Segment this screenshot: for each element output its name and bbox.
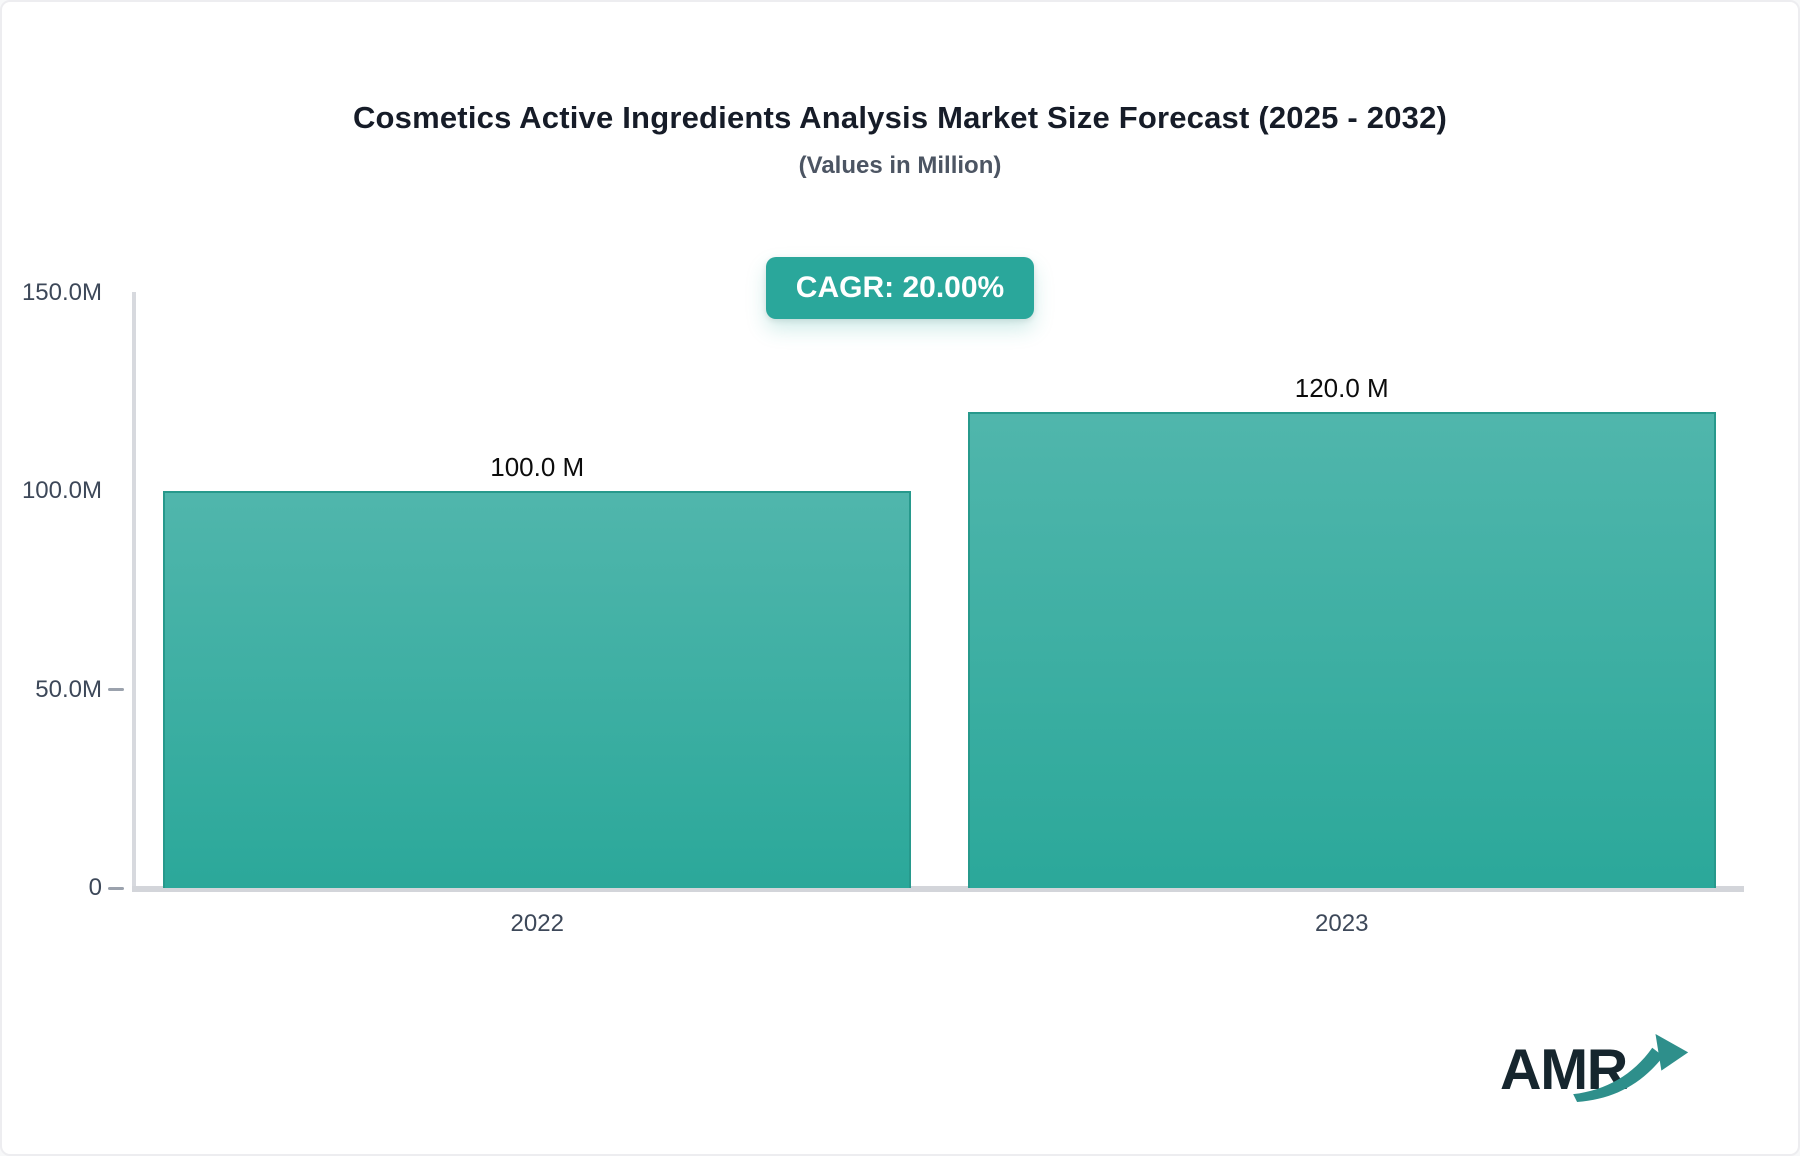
x-axis-line [132, 886, 1744, 892]
y-axis-tick-mark [108, 688, 124, 692]
trending-up-arrow-icon [1573, 1047, 1664, 1102]
x-axis-label: 2022 [510, 910, 564, 937]
amr-logo: AMR [1500, 1034, 1689, 1102]
chart-subtitle: (Values in Million) [798, 152, 1002, 179]
y-axis-tick-mark [108, 886, 124, 890]
trending-up-arrowhead-icon [1655, 1034, 1689, 1071]
y-axis-ticks: 150.0M 100.0M 50.0M 0 [2, 279, 128, 901]
y-axis-tick-label: 50.0M [35, 675, 102, 703]
bar-2023: 120.0 M [967, 373, 1716, 888]
bar-band: 100.0 M 2022 [135, 293, 940, 937]
y-axis-tick-label: 0 [88, 874, 102, 901]
chart-title: Cosmetics Active Ingredients Analysis Ma… [352, 100, 1448, 135]
x-axis-label: 2023 [1315, 910, 1369, 937]
y-axis-tick-label: 150.0M [21, 279, 102, 306]
bar-value-label: 120.0 M [1294, 373, 1389, 403]
y-axis-tick: 150.0M [2, 278, 128, 308]
y-axis-tick: 50.0M [2, 675, 128, 705]
y-axis-line [132, 292, 136, 889]
y-axis-tick-label: 100.0M [21, 477, 102, 505]
y-axis-tick: 0 [2, 873, 128, 903]
cagr-badge-container: CAGR: 20.00% [2, 257, 1798, 319]
bar-value-label: 100.0 M [490, 452, 585, 483]
cagr-badge: CAGR: 20.00% [765, 257, 1035, 319]
bar-band: 120.0 M 2023 [940, 293, 1745, 937]
bar-2022: 100.0 M [163, 452, 912, 888]
plot-area: 100.0 M 2022 120.0 M 2023 [135, 293, 1745, 937]
y-axis-tick: 100.0M [2, 476, 128, 506]
